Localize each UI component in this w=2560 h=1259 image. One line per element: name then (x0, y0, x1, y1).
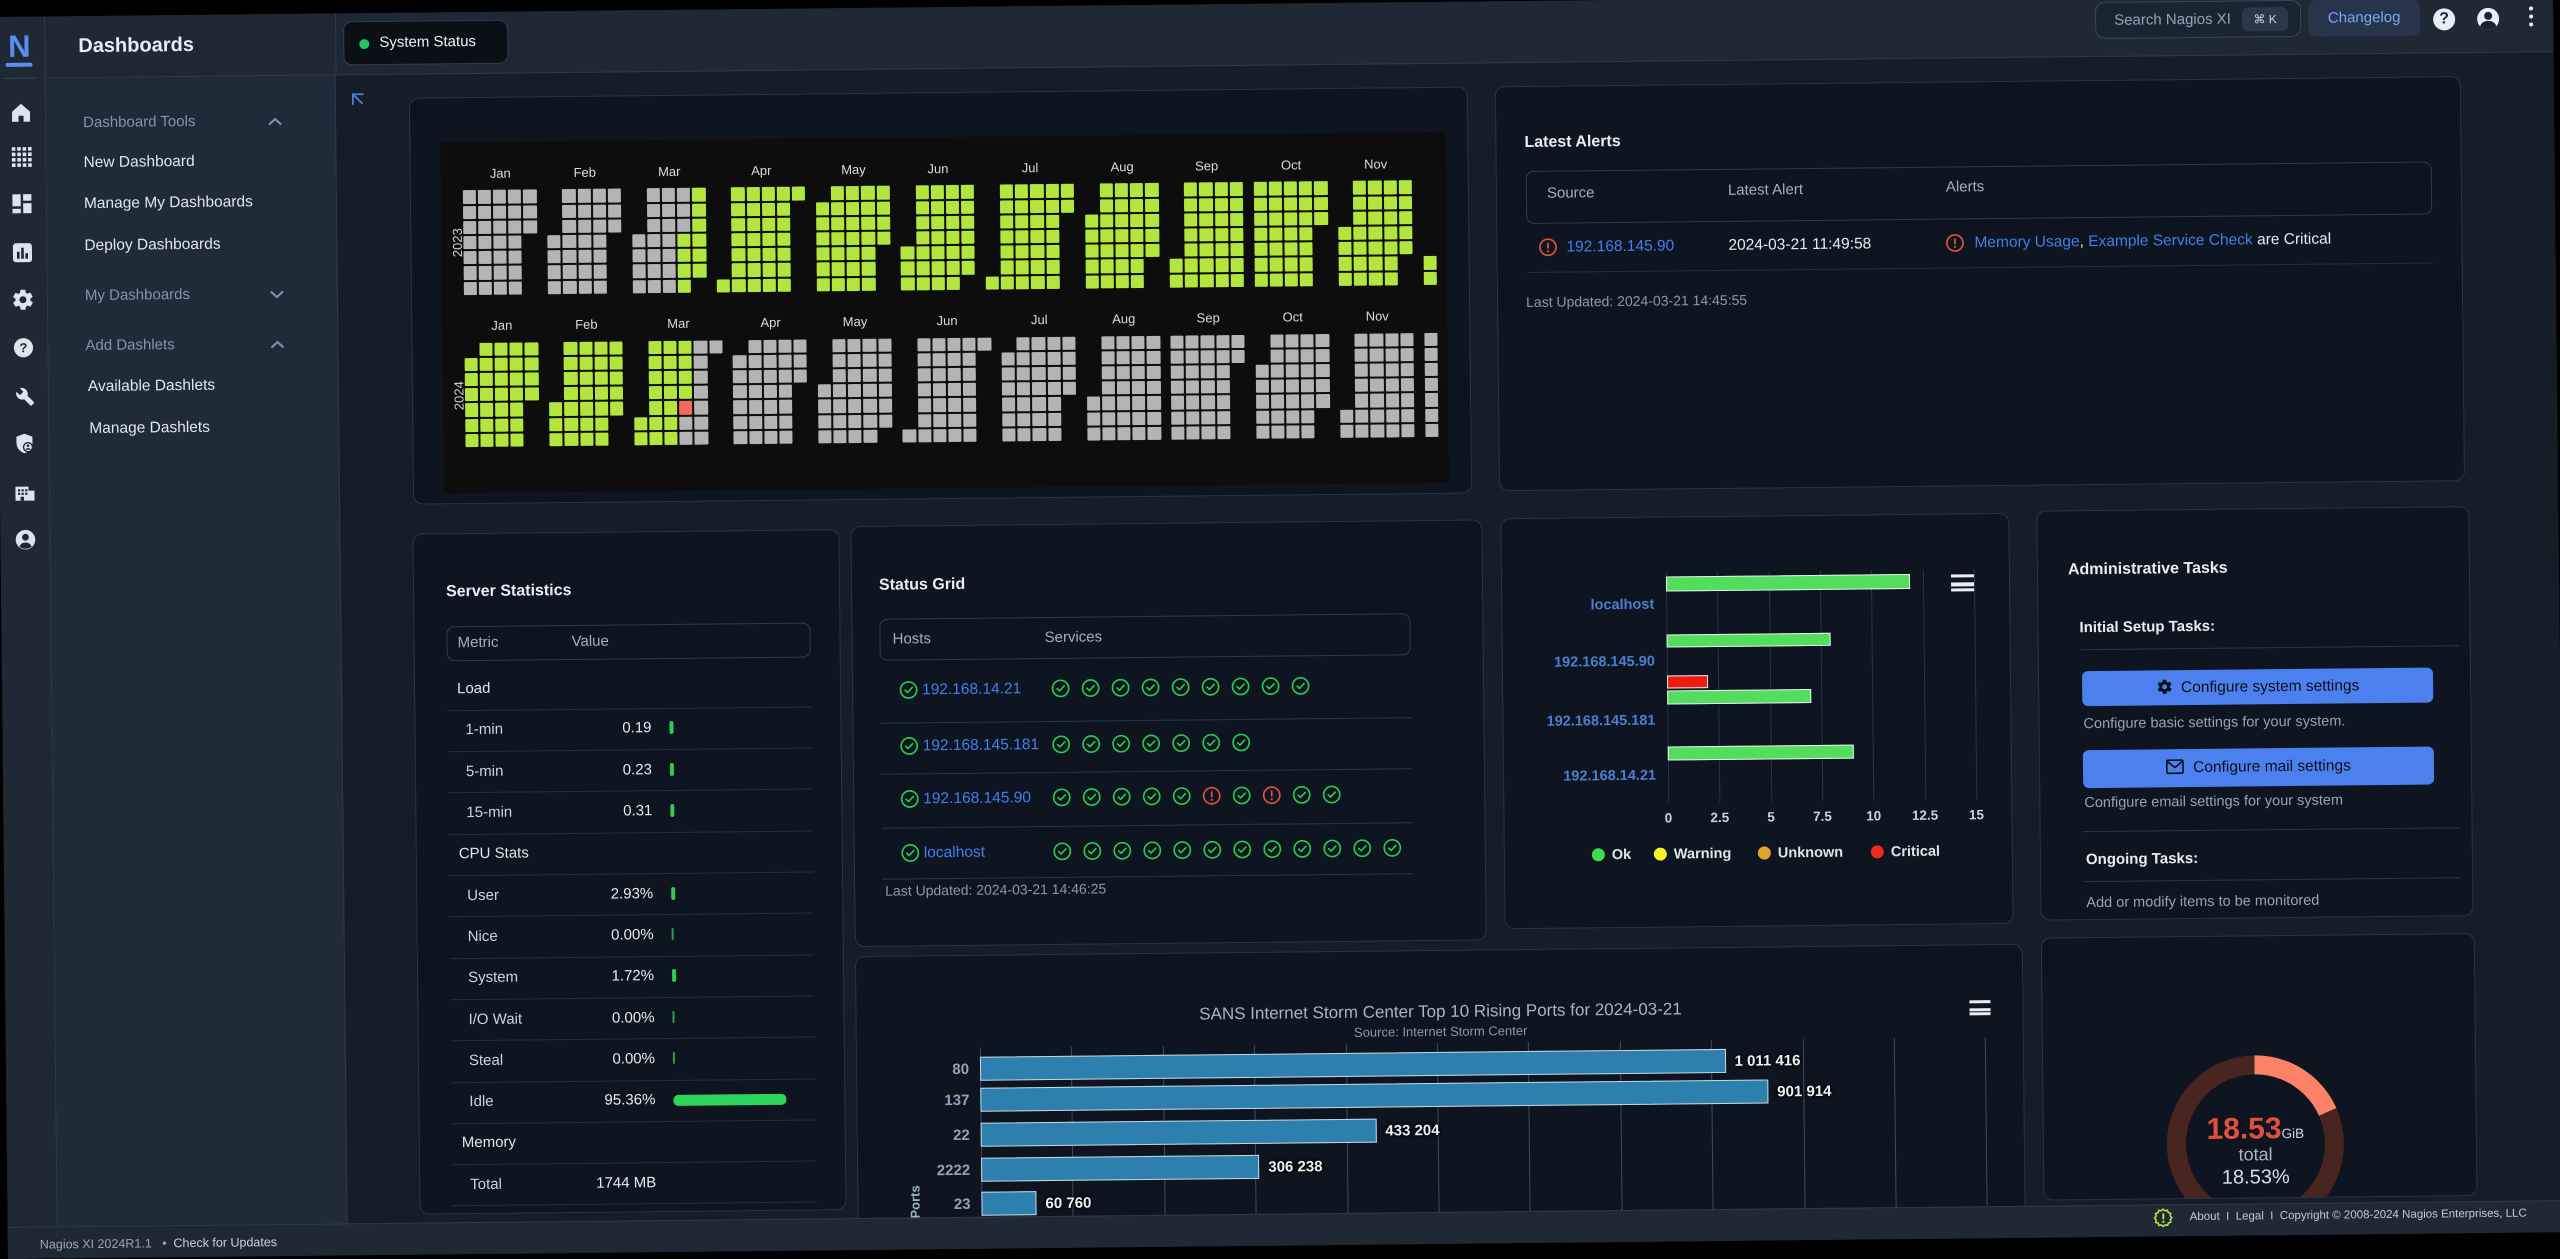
svg-text:?: ? (19, 340, 27, 355)
